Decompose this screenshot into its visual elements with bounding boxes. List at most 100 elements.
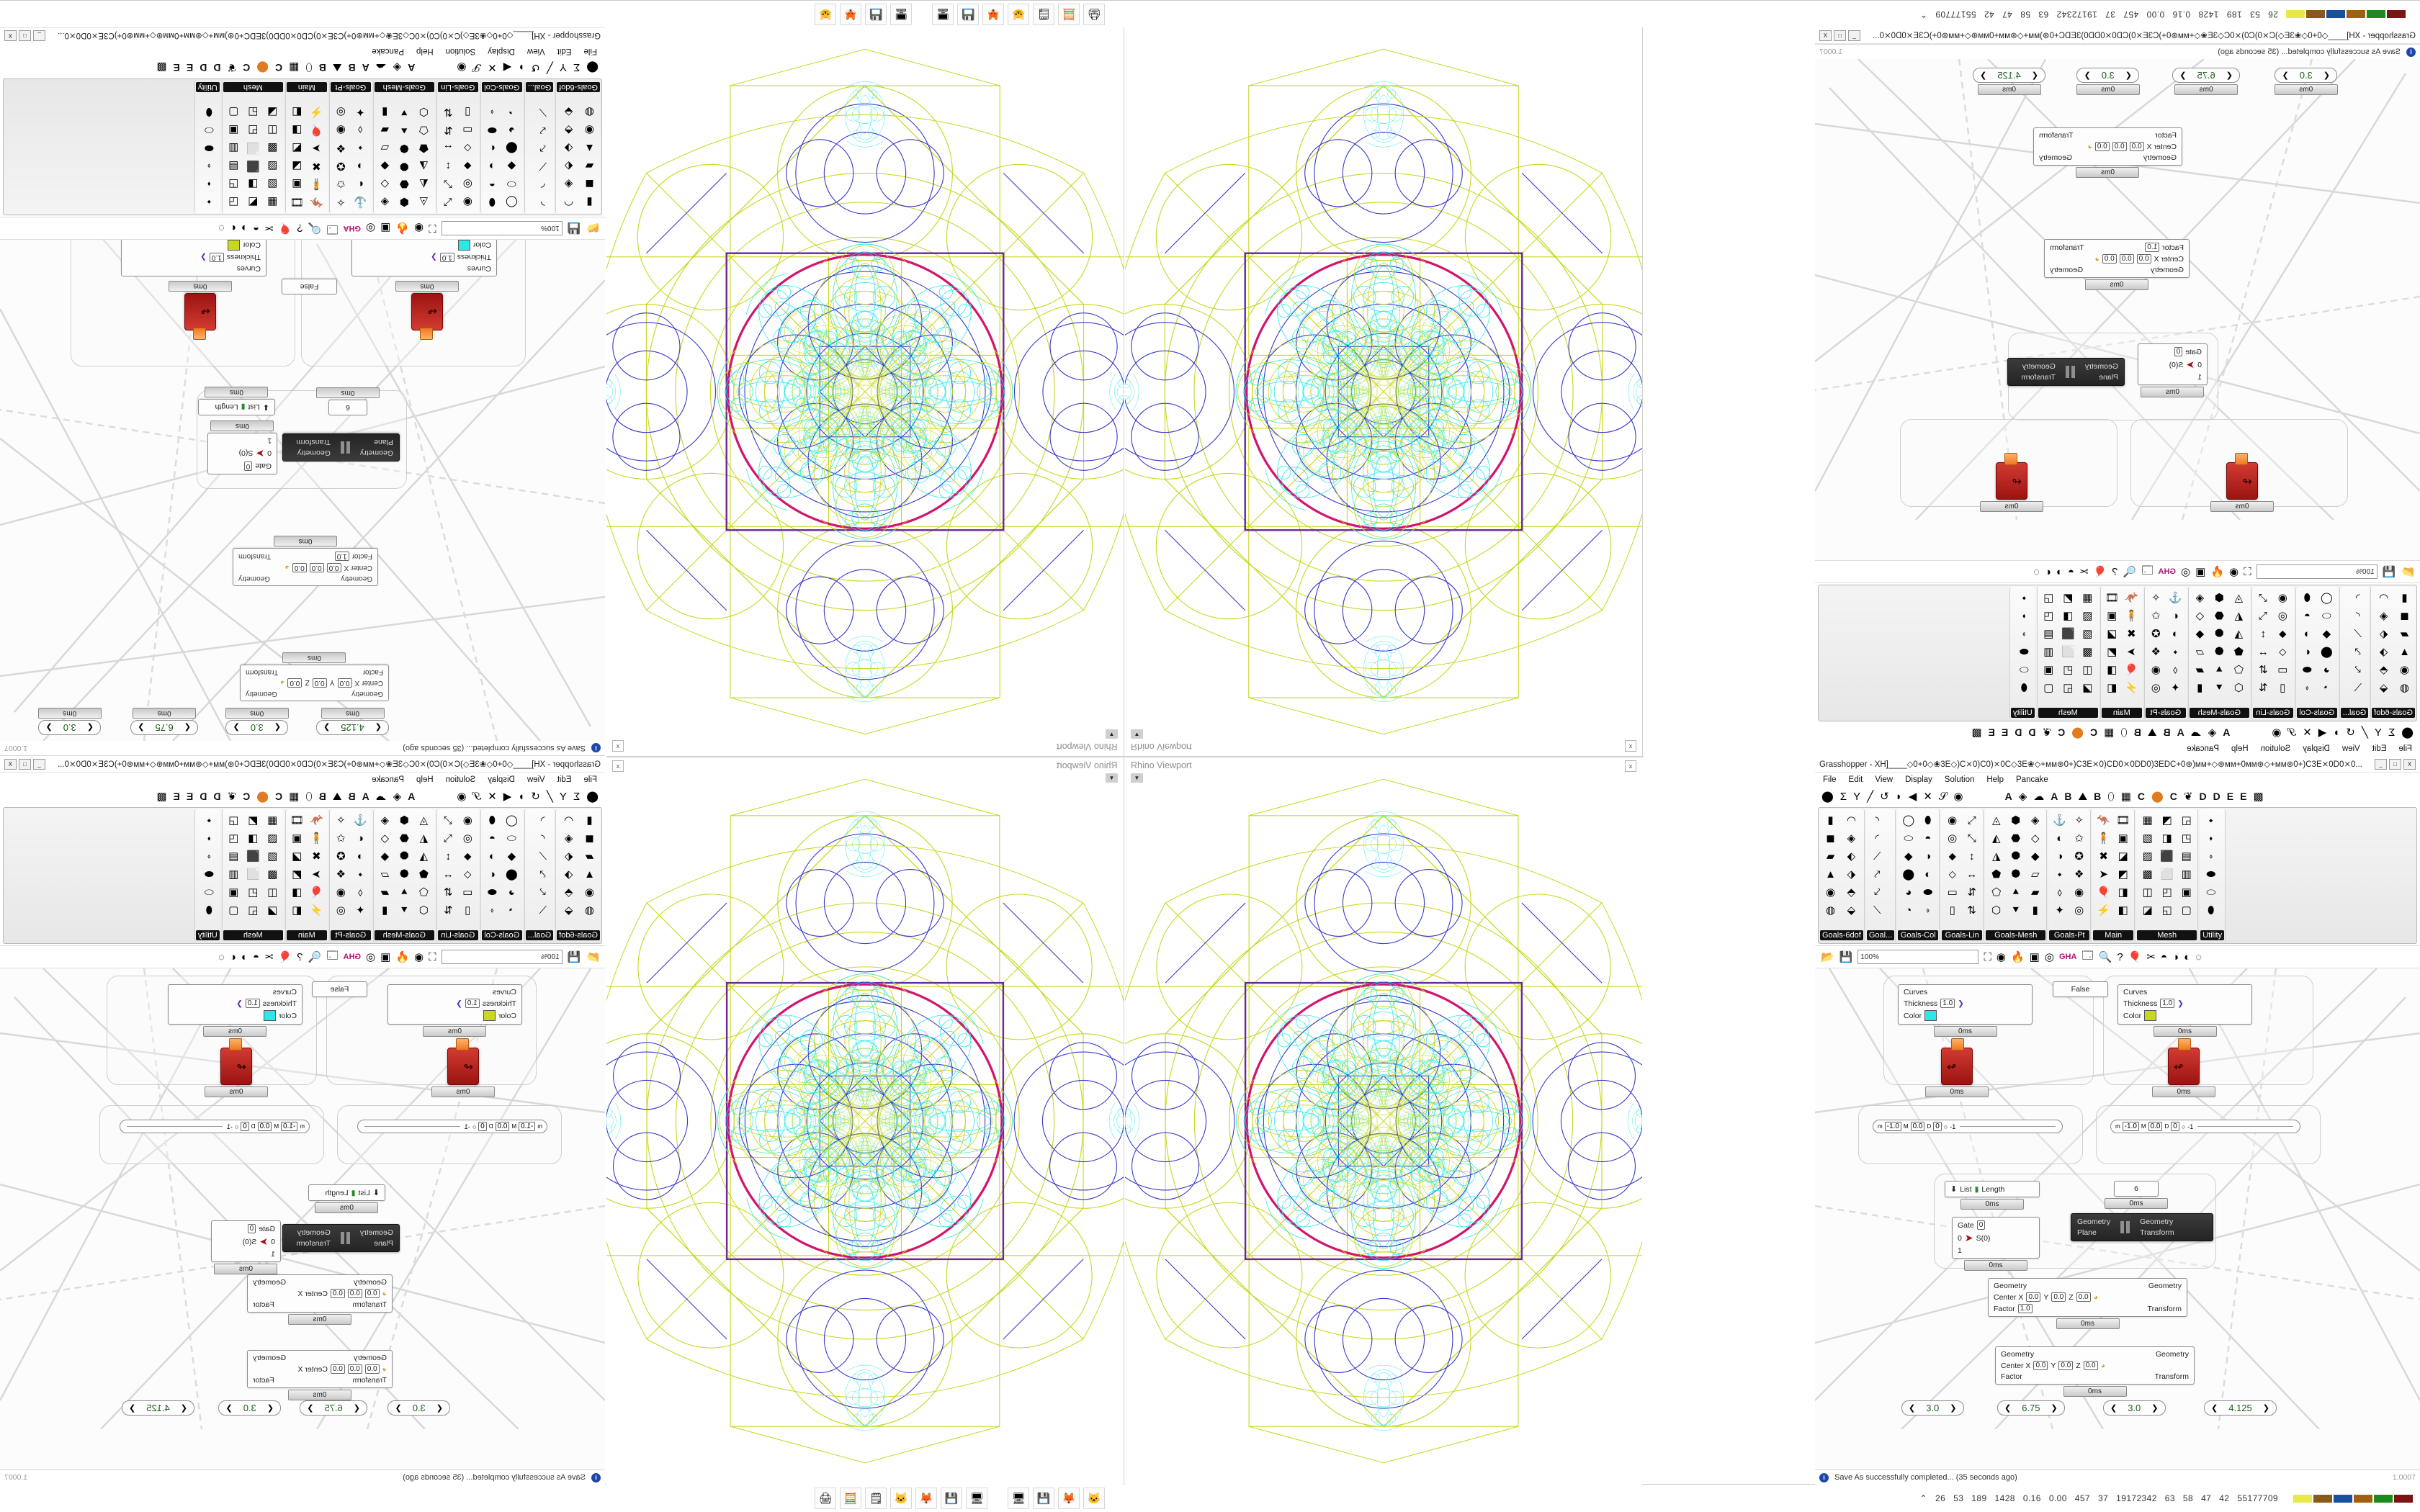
fit-icon[interactable]: ⛶: [429, 222, 436, 235]
boolean-toggle-node[interactable]: False: [2053, 981, 2108, 997]
number-slider-br-2[interactable]: ❮ 6.75 ❯: [1997, 1400, 2065, 1416]
ribbon-tab-bl-D[interactable]: D: [213, 791, 221, 802]
ribbon-icon-tr3[interactable]: ╱: [2361, 726, 2368, 739]
menu-pancake-bl[interactable]: Pancake: [372, 775, 404, 784]
slider-bl-1[interactable]: ❮ 3.0 ❯: [387, 1400, 450, 1416]
leaf-icon-tr[interactable]: ◈: [2208, 726, 2217, 739]
ribbon-tab-br-D[interactable]: D: [2199, 791, 2207, 802]
factor-field[interactable]: 1.0: [2017, 1304, 2033, 1313]
center-x-field[interactable]: 0.0: [2026, 1292, 2041, 1302]
ribbon-icon-5[interactable]: ◗: [518, 61, 525, 74]
kangaroo-node-tr2[interactable]: ↫ 0ms: [1980, 453, 2043, 512]
gha-icon-tr[interactable]: GHA: [2158, 567, 2177, 576]
maximize-button-br[interactable]: □: [2389, 758, 2401, 770]
minimize-button-tr[interactable]: _: [1848, 30, 1860, 41]
open-icon-br[interactable]: 📂: [1821, 951, 1834, 963]
mountain-icon-tr[interactable]: ⛰: [2147, 726, 2157, 739]
count-node[interactable]: 6 0ms: [316, 387, 380, 415]
viewport-scroll-up-tr[interactable]: ▲: [1131, 729, 1143, 739]
cloud-icon-tr[interactable]: ☁: [2190, 726, 2202, 739]
palette-cat-tr3[interactable]: ◉ ◎ ⬥ ⬦ ▭ ▯ ⤢ ⤡ ↕ ↔ ⇵ ⇅ Goals-Lin: [2251, 587, 2294, 719]
viewport-close-br[interactable]: x: [1625, 760, 1636, 772]
menu-edit-br[interactable]: Edit: [1848, 775, 1863, 784]
gh-toolbar-bl[interactable]: 📂 💾 100% ⛶ ◉ 🔥 ▣ ◎ GHA 🗔 🔍 ? 🎈 ✂ ◓ ◑ ◐ ◌: [0, 945, 605, 968]
window-icon-br[interactable]: 🗔: [2081, 949, 2094, 962]
custom-preview-node-1[interactable]: Curves Thickness 1.0 ❯ Color 0ms: [1898, 984, 2033, 1037]
leaf-icon[interactable]: ◈: [393, 61, 402, 73]
ribbon-tab-A[interactable]: A: [408, 62, 416, 73]
ribbon-icon-1[interactable]: Σ: [573, 61, 581, 74]
bird-icon-bl[interactable]: ❦: [227, 791, 237, 803]
palette-cat-5[interactable]: ⚓ ◐ ◑ ⬩ ⬨ ✦ ✧ ✩ ✪ ❖ ◉ ◎ Goals-Pt: [328, 81, 372, 213]
palette-cat-tr1[interactable]: ◝ ◜ ⟋ ⤤ ⤦ ⟍ Goal...: [2339, 587, 2370, 719]
preview-node-bl-1[interactable]: Curves Thickness 1.0 ❯ Color 0ms: [387, 984, 522, 1037]
palette-cat-bl3[interactable]: ◉ ◎ ⬥ ⬦ ▭ ▯ ⤢ ⤡ ↕ ↔ ⇵ ⇅ Goals-Lin: [436, 809, 479, 942]
menu-help[interactable]: Help: [416, 47, 434, 55]
number-slider-range-2[interactable]: m -1.0 M 0.0 D 0 ○ -1: [2110, 1120, 2300, 1133]
palette-cat-br5[interactable]: ⚓ ◐ ◑ ⬩ ⬨ ✦ ✧ ✩ ✪ ❖ ◉ ◎ Goals-Pt: [2048, 809, 2092, 942]
shade-icon-br3[interactable]: ◐: [2184, 950, 2191, 963]
minimize-button-bl[interactable]: _: [33, 758, 45, 770]
thickness-field[interactable]: 1.0: [1940, 999, 1955, 1008]
fit-icon-bl[interactable]: ⛶: [429, 950, 436, 963]
palette-cat-br0[interactable]: ▮ ◼ ▰ ▲ ◉ ◍ ◠ ◈ ⬖ ⬗ ⬘ ⬙ Goals-6dof: [1819, 809, 1865, 942]
save-icon-br[interactable]: 💾: [1839, 951, 1853, 963]
preview-eye-icon[interactable]: ◉: [414, 222, 424, 234]
scale-node-1[interactable]: Geometry Geometry Center X 0.0 Y 0.0 Z 0…: [240, 652, 389, 701]
viewport-close-bl[interactable]: x: [612, 760, 624, 772]
bird-icon-tr[interactable]: ❦: [2042, 726, 2052, 739]
number-slider-br-1[interactable]: ❮ 3.0 ❯: [1901, 1400, 1964, 1416]
gh-ribbon-br[interactable]: ⬤ Σ Y ╱ ↺ ◗ ◀ ✕ 𝒮 ◉ A ◈ ☁ A B ⛰ B ⬯ ▦ C ⬤ C ❦ D…: [1815, 787, 2420, 806]
gha-icon-br[interactable]: GHA: [2058, 953, 2077, 961]
terminal-icon-b[interactable]: 🖥: [966, 1488, 988, 1509]
ribbon-icon-6[interactable]: ◀: [503, 61, 512, 73]
window-icon[interactable]: 🗔: [326, 223, 339, 236]
balloon-icon-br[interactable]: 🎈: [2128, 951, 2142, 963]
ellipse-icon-tr[interactable]: ⬤: [2071, 726, 2084, 739]
ribbon-tab-D2[interactable]: D: [200, 62, 207, 73]
rhino-viewport-top-left[interactable]: Rhino Viewport x ▲: [606, 27, 1124, 756]
kangaroo-solver-br-2[interactable]: ↫ 0ms: [2152, 1038, 2215, 1097]
ribbon-icon-br8[interactable]: 𝒮: [1938, 790, 1948, 803]
ribbon-icon-bl6[interactable]: ◀: [503, 791, 512, 803]
gh-titlebar-tr[interactable]: Grasshopper - XH]____◇0+0◇❀3E◇)C⨯0)C0)⨯0…: [1815, 27, 2420, 44]
bake-icon[interactable]: 🔥: [395, 222, 410, 234]
palette-cat-br4[interactable]: ◬ ◭ ◮ ⬟ ⬠ ⬡ ⬢ ⬣ ⯃ ⯄ ⯅ ⯆ ◈ ◇ ◆ ▱ ▰ ▮ Goals-Mesh: [1985, 809, 2048, 942]
stream-gate-bl[interactable]: Gate 0 0 ➤ S(0) 1 0ms: [211, 1220, 281, 1274]
component-palette-br[interactable]: ▮ ◼ ▰ ▲ ◉ ◍ ◠ ◈ ⬖ ⬗ ⬘ ⬙ Goals-6dof ◝ ◜ ⟋ ⤤ ⤦ ⟍ Goal..…: [1818, 807, 2417, 944]
viewport-scroll-down-br[interactable]: ▼: [1131, 773, 1143, 783]
ribbon-tab-br-B[interactable]: B: [2064, 791, 2072, 802]
maximize-button-tr[interactable]: □: [1834, 30, 1846, 41]
gh-window-bottom-right[interactable]: Grasshopper - XH]____◇0+0◇❀3E◇)C⨯0)C0)⨯0…: [1815, 756, 2420, 1485]
search-icon-tr[interactable]: 🔍: [2123, 566, 2137, 578]
ribbon-icon-br2[interactable]: Y: [1853, 790, 1861, 803]
ribbon-tab-tr-B[interactable]: B: [2163, 726, 2171, 738]
scale-node-bl-1[interactable]: Geometry Geometry ◕ 0.0 0.0 0.0 Center X…: [247, 1274, 393, 1325]
boolean-node-bl[interactable]: False: [312, 981, 367, 997]
disabled-transform-bl[interactable]: Geometry Plane Geometry Transform: [282, 1224, 400, 1252]
matrix-icon[interactable]: ▩: [156, 61, 167, 73]
save-icon[interactable]: 💾: [567, 222, 581, 234]
zoom-input-tr[interactable]: 100%: [2256, 564, 2378, 579]
menu-edit[interactable]: Edit: [557, 47, 572, 55]
ribbon-icon-bl9[interactable]: ◉: [457, 791, 467, 803]
firefox-icon-b2[interactable]: 🦊: [1058, 1488, 1080, 1509]
taskbar-top[interactable]: 26 53 189 1428 0.16 0.00 457 37 19172342…: [0, 0, 2420, 28]
ribbon-icon-bl1[interactable]: Σ: [573, 790, 581, 803]
help-icon-bl[interactable]: ?: [297, 950, 303, 963]
palette-cat-br7[interactable]: ▦ ▧ ▨ ▩ ◫ ◪ ◩ ◨ ⬛ ⬜ ◰ ◱ ◲ ◳ ▤ ▥ ▣ ▢ Mesh: [2136, 809, 2199, 942]
viewport-close-tl[interactable]: x: [612, 740, 624, 752]
scale-node-tr-1[interactable]: Factor Transform Center X 0.0 0.0 0.0 ◕ …: [2033, 127, 2182, 178]
stream-gate-node-br[interactable]: Gate 0 0 ➤ S(0) 1 0ms: [1952, 1217, 2040, 1271]
kangaroo-node-tr1[interactable]: ↫ 0ms: [2210, 453, 2274, 512]
slider-tr-3[interactable]: ❮ 3.0 ❯ 0ms: [2076, 68, 2140, 95]
palette-cat-br8[interactable]: ⬩ ⬪ ⬫ ⬬ ⬭ ⬮ Utility: [2200, 809, 2226, 942]
ribbon-icon-bl0[interactable]: ⬤: [586, 791, 599, 803]
palette-cat-1[interactable]: ◝ ◜ ⟋ ⤤ ⤦ ⟍ Goal...: [524, 81, 555, 213]
gh-window-top-left[interactable]: i Save As successfully completed... (35 …: [0, 27, 605, 756]
cluster-icon-br[interactable]: ◎: [2044, 951, 2054, 963]
ribbon-tab-tr-B2[interactable]: B: [2133, 726, 2141, 738]
search-icon[interactable]: 🔍: [308, 222, 322, 234]
gh-toolbar[interactable]: 📂 💾 100% ⛶ ◉ 🔥 ▣ ◎ GHA 🗔 🔍 ? 🎈 ✂ ◓ ◑ ◐ ◌: [0, 217, 605, 240]
menu-file-bl[interactable]: File: [583, 775, 597, 784]
